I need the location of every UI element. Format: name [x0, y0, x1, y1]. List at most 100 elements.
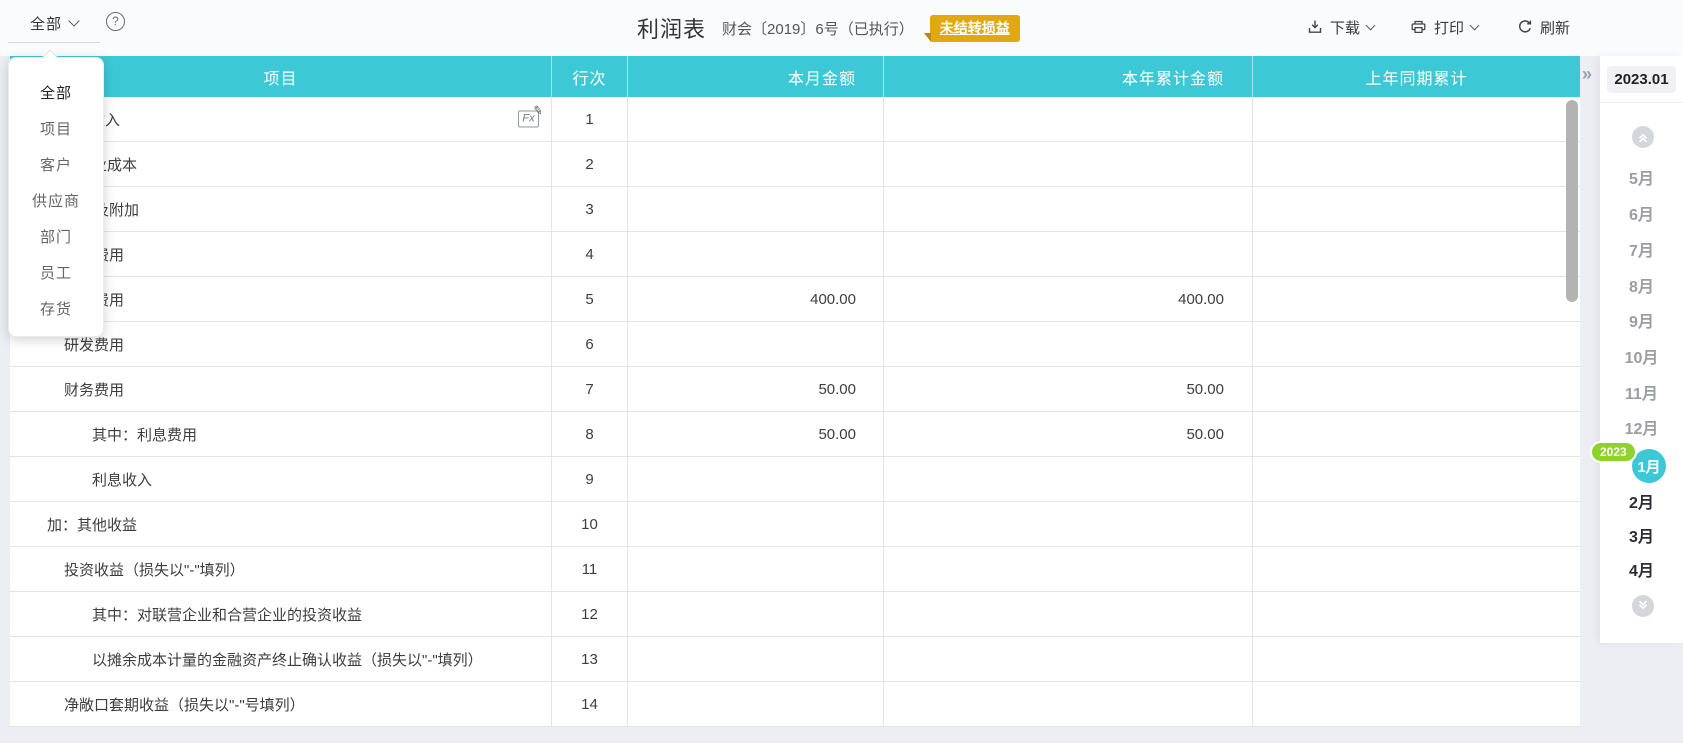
download-button[interactable]: 下载	[1307, 14, 1376, 40]
month-item[interactable]: 7月	[1629, 243, 1654, 260]
ytd-amount-cell	[884, 322, 1253, 366]
month-amount-cell	[628, 142, 884, 186]
chevron-down-icon	[1365, 20, 1376, 30]
filter-dropdown-item[interactable]: 供应商	[31, 192, 80, 210]
prior-period-cell	[1253, 637, 1580, 681]
line-number-cell: 3	[552, 187, 628, 231]
collapse-panel-icon[interactable]: »	[1582, 64, 1593, 84]
ytd-amount-cell	[884, 547, 1253, 591]
table-row[interactable]: 销售费用4	[10, 232, 1580, 277]
period-sidebar: 2023.01	[1600, 56, 1683, 643]
month-item[interactable]: 3月	[1629, 529, 1654, 546]
prior-period-cell	[1253, 232, 1580, 276]
month-item[interactable]: 12月	[1624, 421, 1659, 438]
month-amount-cell: 400.00	[628, 277, 884, 321]
month-item[interactable]: 10月	[1624, 350, 1659, 367]
prior-period-cell	[1253, 682, 1580, 726]
help-icon[interactable]: ?	[106, 12, 125, 31]
ytd-amount-cell	[884, 457, 1253, 501]
table-row[interactable]: 一、营业收入Fx1	[10, 97, 1580, 142]
ytd-amount-cell	[884, 637, 1253, 681]
refresh-button[interactable]: 刷新	[1517, 14, 1570, 40]
line-number-cell: 4	[552, 232, 628, 276]
scroll-months-down-button[interactable]	[1632, 595, 1654, 617]
table-row[interactable]: 净敞口套期收益（损失以"-"号填列） 14	[10, 682, 1580, 727]
table-row[interactable]: 加：其他收益 10	[10, 502, 1580, 547]
download-icon	[1307, 19, 1323, 35]
table-row[interactable]: 财务费用 7 50.00 50.00	[10, 367, 1580, 412]
filter-dropdown-item[interactable]: 客户	[39, 156, 72, 174]
title-cluster: 利润表 财会〔2019〕6号（已执行） 未结转损益	[637, 0, 1020, 56]
item-cell: 研发费用	[10, 322, 552, 366]
line-number-cell: 8	[552, 412, 628, 456]
ytd-amount-cell	[884, 232, 1253, 276]
month-item[interactable]: 8月	[1629, 279, 1654, 296]
column-header-month: 本月金额	[628, 56, 884, 97]
prior-period-cell	[1253, 367, 1580, 411]
active-month-button[interactable]: 1月	[1632, 449, 1666, 483]
prior-period-cell	[1253, 547, 1580, 591]
line-number-cell: 13	[552, 637, 628, 681]
item-cell: 利息收入	[10, 457, 552, 501]
refresh-icon	[1517, 19, 1533, 35]
filter-dropdown-item[interactable]: 部门	[39, 228, 72, 246]
table-row[interactable]: 税金及附加3	[10, 187, 1580, 232]
status-badge[interactable]: 未结转损益	[923, 14, 1020, 42]
prior-period-cell	[1253, 412, 1580, 456]
scroll-months-up-button[interactable]	[1632, 126, 1654, 148]
filter-dropdown-item[interactable]: 存货	[39, 300, 72, 318]
refresh-label: 刷新	[1540, 19, 1571, 37]
table-row[interactable]: 其中：利息费用 8 50.00 50.00	[10, 412, 1580, 457]
table-header-row: 项目 行次 本月金额 本年累计金额 上年同期累计	[10, 56, 1580, 97]
line-number-cell: 6	[552, 322, 628, 366]
table-row[interactable]: 研发费用 6	[10, 322, 1580, 367]
filter-dropdown-trigger[interactable]: 全部	[30, 12, 80, 34]
line-number-cell: 14	[552, 682, 628, 726]
vertical-scrollbar-thumb[interactable]	[1566, 100, 1578, 302]
item-cell: 以摊余成本计量的金融资产终止确认收益（损失以"-"填列）	[10, 637, 552, 681]
line-number-cell: 1	[552, 97, 628, 141]
table-row[interactable]: 投资收益（损失以"-"填列） 11	[10, 547, 1580, 592]
current-period-label[interactable]: 2023.01	[1607, 65, 1676, 93]
ytd-amount-cell	[884, 142, 1253, 186]
month-item[interactable]: 2月	[1629, 495, 1654, 512]
month-amount-cell	[628, 637, 884, 681]
prior-period-cell	[1253, 322, 1580, 366]
ytd-amount-cell	[884, 592, 1253, 636]
divider	[8, 42, 100, 43]
item-cell: 加：其他收益	[10, 502, 552, 546]
item-cell: 净敞口套期收益（损失以"-"号填列）	[10, 682, 552, 726]
month-item[interactable]: 5月	[1629, 171, 1654, 188]
report-table: 项目 行次 本月金额 本年累计金额 上年同期累计 一、营业收入Fx1减：营业成本…	[10, 56, 1580, 727]
filter-dropdown-item[interactable]: 员工	[39, 264, 72, 282]
print-button[interactable]: 打印	[1410, 14, 1480, 40]
item-cell: 其中：对联营企业和合营企业的投资收益	[10, 592, 552, 636]
item-cell: 财务费用	[10, 367, 552, 411]
month-amount-cell	[628, 322, 884, 366]
ytd-amount-cell	[884, 187, 1253, 231]
line-number-cell: 5	[552, 277, 628, 321]
table-row[interactable]: 减：营业成本2	[10, 142, 1580, 187]
filter-dropdown-item[interactable]: 项目	[39, 120, 72, 138]
download-label: 下载	[1330, 19, 1361, 37]
table-row[interactable]: 以摊余成本计量的金融资产终止确认收益（损失以"-"填列） 13	[10, 637, 1580, 682]
formula-edit-icon[interactable]: Fx	[518, 110, 539, 128]
year-badge: 2023	[1592, 443, 1635, 461]
month-amount-cell	[628, 187, 884, 231]
filter-dropdown-item[interactable]: 全部	[39, 84, 72, 102]
ytd-amount-cell	[884, 502, 1253, 546]
prior-period-cell	[1253, 187, 1580, 231]
month-item[interactable]: 9月	[1629, 314, 1654, 331]
month-item[interactable]: 4月	[1629, 563, 1654, 580]
month-item[interactable]: 6月	[1629, 207, 1654, 224]
line-number-cell: 12	[552, 592, 628, 636]
filter-dropdown-panel: 全部项目客户供应商部门员工存货	[8, 57, 104, 337]
month-amount-cell: 50.00	[628, 367, 884, 411]
period-header: 2023.01	[1600, 56, 1683, 103]
table-row[interactable]: 利息收入 9	[10, 457, 1580, 502]
item-cell: 其中：利息费用	[10, 412, 552, 456]
month-item[interactable]: 11月	[1625, 386, 1658, 403]
ytd-amount-cell	[884, 97, 1253, 141]
table-row[interactable]: 其中：对联营企业和合营企业的投资收益 12	[10, 592, 1580, 637]
